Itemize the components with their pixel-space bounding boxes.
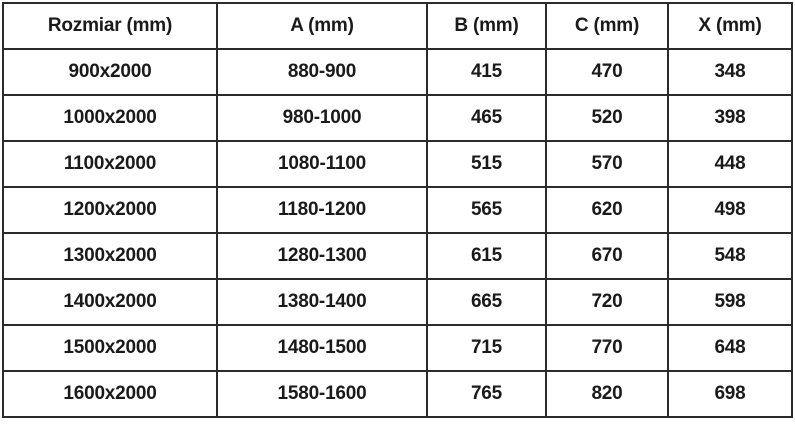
cell-a: 1380-1400: [216, 278, 428, 326]
column-header-x: X (mm): [667, 2, 793, 50]
cell-b: 515: [426, 140, 547, 188]
cell-b: 565: [426, 186, 547, 234]
table-row: 1400x2000 1380-1400 665 720 598: [2, 278, 793, 326]
cell-b: 765: [426, 370, 547, 418]
table-row: 1200x2000 1180-1200 565 620 498: [2, 186, 793, 234]
cell-c: 770: [545, 324, 669, 372]
table-row: 1000x2000 980-1000 465 520 398: [2, 94, 793, 142]
cell-rozmiar: 1400x2000: [2, 278, 218, 326]
table-row: 1500x2000 1480-1500 715 770 648: [2, 324, 793, 372]
cell-x: 548: [667, 232, 793, 280]
cell-c: 820: [545, 370, 669, 418]
cell-a: 1280-1300: [216, 232, 428, 280]
cell-x: 698: [667, 370, 793, 418]
cell-a: 1480-1500: [216, 324, 428, 372]
cell-a: 880-900: [216, 48, 428, 96]
cell-b: 615: [426, 232, 547, 280]
column-header-c: C (mm): [545, 2, 669, 50]
column-header-b: B (mm): [426, 2, 547, 50]
table-row: 1100x2000 1080-1100 515 570 448: [2, 140, 793, 188]
cell-rozmiar: 1500x2000: [2, 324, 218, 372]
cell-x: 598: [667, 278, 793, 326]
cell-x: 348: [667, 48, 793, 96]
cell-rozmiar: 1100x2000: [2, 140, 218, 188]
cell-b: 715: [426, 324, 547, 372]
cell-rozmiar: 1000x2000: [2, 94, 218, 142]
cell-b: 415: [426, 48, 547, 96]
cell-rozmiar: 900x2000: [2, 48, 218, 96]
table-row: 1600x2000 1580-1600 765 820 698: [2, 370, 793, 418]
cell-c: 520: [545, 94, 669, 142]
cell-x: 648: [667, 324, 793, 372]
cell-c: 570: [545, 140, 669, 188]
cell-x: 448: [667, 140, 793, 188]
cell-a: 1080-1100: [216, 140, 428, 188]
table-header: Rozmiar (mm) A (mm) B (mm) C (mm) X (mm): [2, 2, 793, 50]
cell-c: 670: [545, 232, 669, 280]
cell-rozmiar: 1200x2000: [2, 186, 218, 234]
table-row: 1300x2000 1280-1300 615 670 548: [2, 232, 793, 280]
cell-c: 720: [545, 278, 669, 326]
cell-x: 498: [667, 186, 793, 234]
cell-x: 398: [667, 94, 793, 142]
cell-a: 980-1000: [216, 94, 428, 142]
cell-a: 1180-1200: [216, 186, 428, 234]
cell-rozmiar: 1300x2000: [2, 232, 218, 280]
table-body: 900x2000 880-900 415 470 348 1000x2000 9…: [2, 48, 793, 418]
cell-a: 1580-1600: [216, 370, 428, 418]
table-header-row: Rozmiar (mm) A (mm) B (mm) C (mm) X (mm): [2, 2, 793, 50]
cell-c: 620: [545, 186, 669, 234]
cell-rozmiar: 1600x2000: [2, 370, 218, 418]
dimensions-table: Rozmiar (mm) A (mm) B (mm) C (mm) X (mm)…: [2, 2, 793, 418]
column-header-rozmiar: Rozmiar (mm): [2, 2, 218, 50]
cell-b: 665: [426, 278, 547, 326]
cell-c: 470: [545, 48, 669, 96]
column-header-a: A (mm): [216, 2, 428, 50]
table-row: 900x2000 880-900 415 470 348: [2, 48, 793, 96]
cell-b: 465: [426, 94, 547, 142]
spec-table-container: Rozmiar (mm) A (mm) B (mm) C (mm) X (mm)…: [2, 2, 793, 418]
